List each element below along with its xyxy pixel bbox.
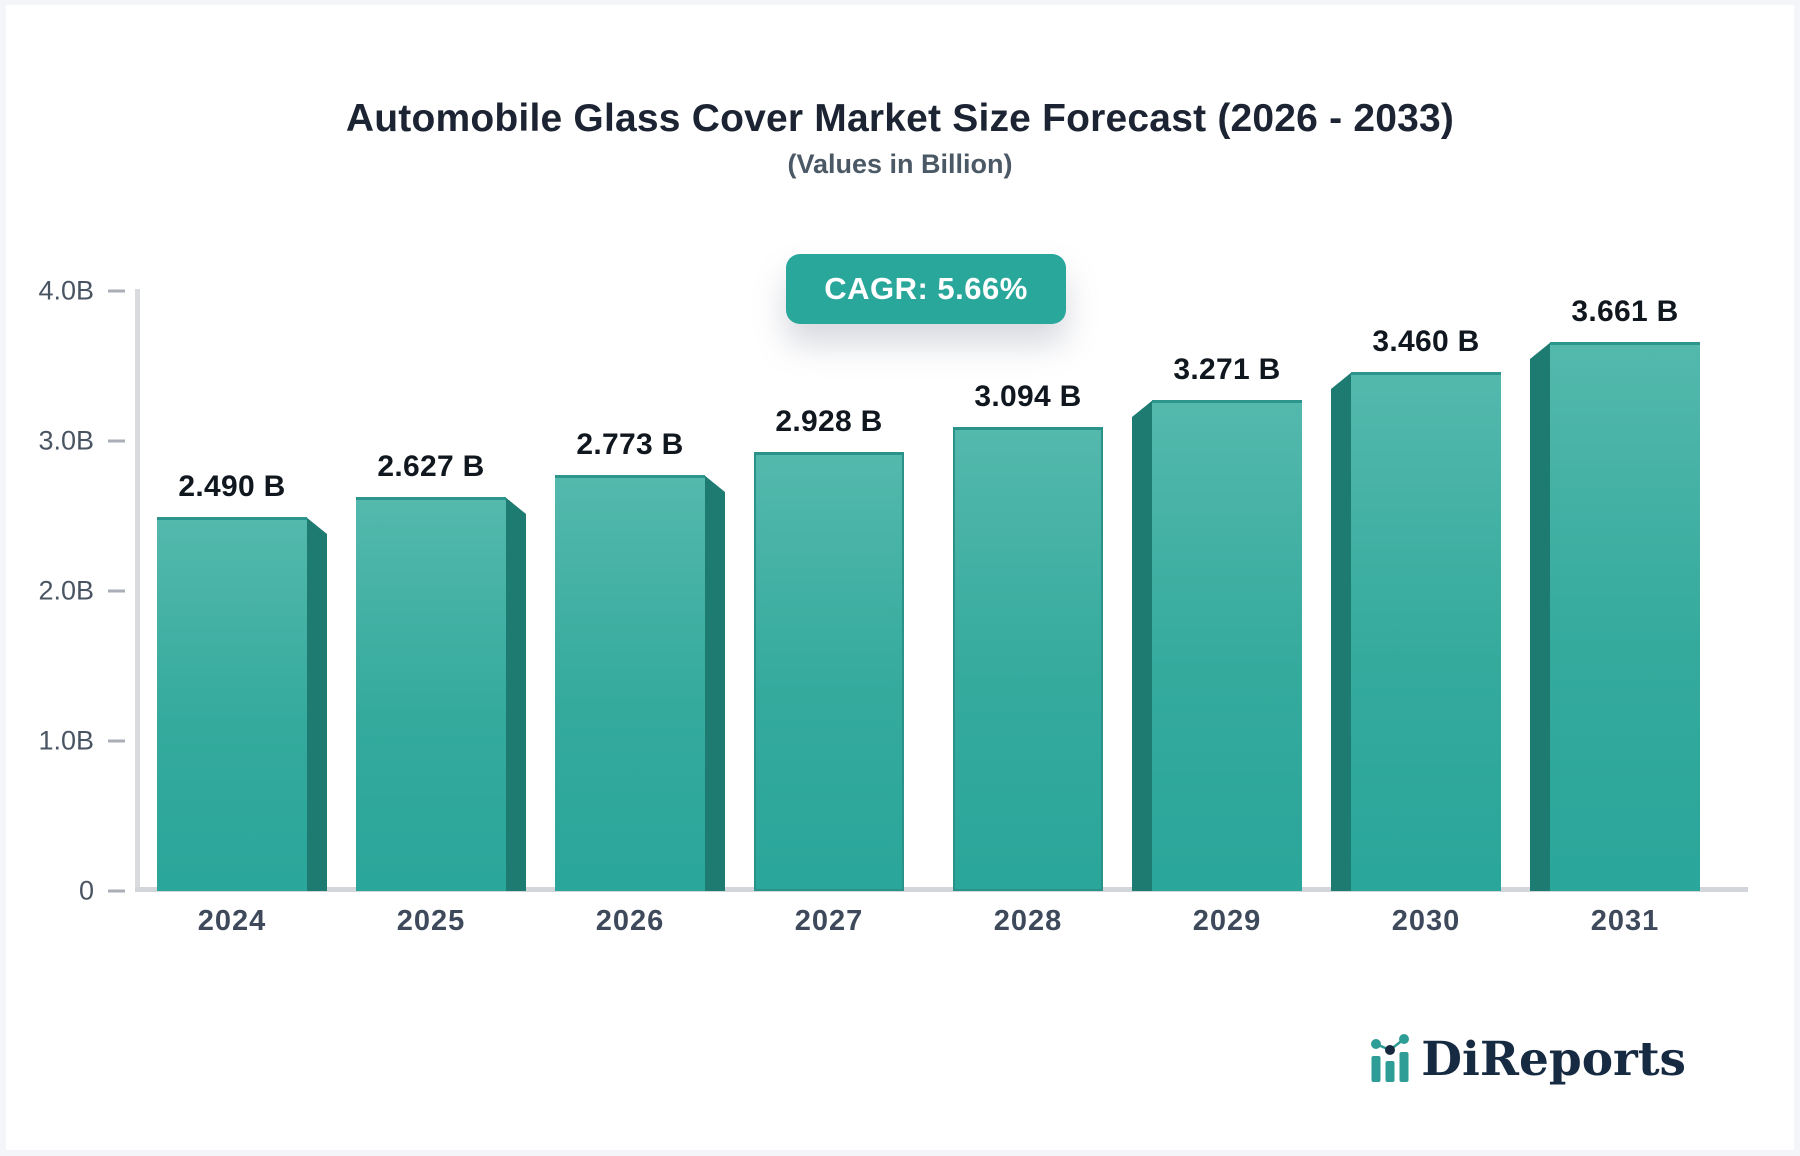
bar-depth-face <box>505 497 526 891</box>
bar-2027 <box>754 452 904 891</box>
x-tick-label: 2027 <box>794 905 864 937</box>
cagr-badge-label: CAGR: 5.66% <box>824 271 1028 306</box>
bar-2028 <box>953 427 1103 891</box>
bar-value-label: 2.773 B <box>576 428 684 461</box>
chart-card: Automobile Glass Cover Market Size Forec… <box>6 5 1794 1150</box>
bar-depth-face <box>1530 342 1551 891</box>
bar-value-label: 2.490 B <box>178 470 286 503</box>
bar-depth-face <box>1331 372 1352 891</box>
bar-depth-face <box>704 475 725 891</box>
bar-value-label: 2.627 B <box>377 450 485 483</box>
bar-2030 <box>1351 372 1501 891</box>
cagr-badge: CAGR: 5.66% <box>786 254 1066 324</box>
bar-value-label: 3.661 B <box>1571 295 1679 328</box>
chart-title: Automobile Glass Cover Market Size Forec… <box>345 97 1455 140</box>
bar-depth-face <box>1132 400 1153 891</box>
y-tick-mark <box>108 289 125 293</box>
bar-2031 <box>1550 342 1700 891</box>
direports-logo-text: DiReports <box>1421 1032 1686 1087</box>
direports-logo-icon <box>1371 1034 1410 1082</box>
y-tick-label: 3.0B <box>38 425 94 456</box>
chart-subtitle: (Values in Billion) <box>787 149 1013 179</box>
y-tick-label: 2.0B <box>38 575 94 606</box>
bar-2024 <box>157 517 307 891</box>
x-tick-label: 2028 <box>993 905 1063 937</box>
bar-value-label: 3.460 B <box>1372 325 1480 358</box>
bar-depth-face <box>306 517 327 891</box>
x-tick-label: 2026 <box>595 905 665 937</box>
y-tick-label: 0 <box>78 875 94 906</box>
x-tick-label: 2025 <box>396 905 466 937</box>
y-tick-mark <box>108 739 125 743</box>
y-tick-mark <box>108 439 125 443</box>
y-axis-line <box>135 289 140 891</box>
x-tick-label: 2024 <box>197 905 267 937</box>
x-tick-label: 2030 <box>1391 905 1461 937</box>
x-tick-label: 2031 <box>1590 905 1660 937</box>
bar-2026 <box>555 475 705 891</box>
direports-logo: DiReports <box>1371 1033 1686 1083</box>
y-tick-label: 1.0B <box>38 725 94 756</box>
bar-value-label: 2.928 B <box>775 405 883 438</box>
y-tick-mark <box>108 589 125 593</box>
x-axis-line <box>135 887 1748 892</box>
x-tick-label: 2029 <box>1192 905 1262 937</box>
bar-2029 <box>1152 400 1302 891</box>
bar-2025 <box>356 497 506 891</box>
y-tick-mark <box>108 889 125 893</box>
y-tick-label: 4.0B <box>38 275 94 306</box>
bar-value-label: 3.271 B <box>1173 353 1281 386</box>
bar-value-label: 3.094 B <box>974 380 1082 413</box>
